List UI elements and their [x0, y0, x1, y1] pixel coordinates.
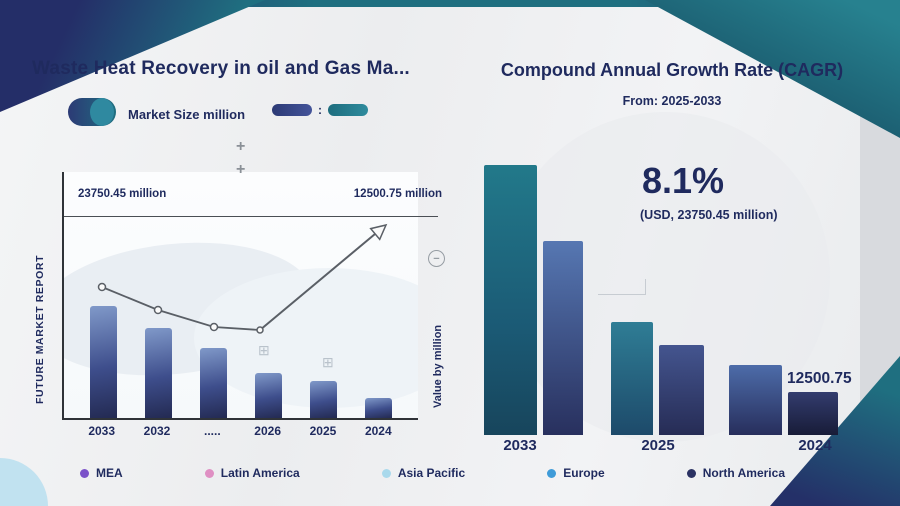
- right-bar-group-2033: [484, 165, 583, 435]
- left-x-label: .....: [203, 424, 221, 438]
- right-bar-2024-series-2: [788, 392, 838, 435]
- annotation-max-value: 23750.45 million: [78, 188, 167, 200]
- left-bar-column: [186, 218, 241, 418]
- left-bar-2033: [90, 306, 117, 418]
- cagr-value: 8.1%: [642, 160, 725, 201]
- right-bar-annotation: 12500.75: [787, 370, 852, 387]
- right-chart-subtitle: From: 2025-2033: [622, 94, 722, 108]
- minus-circle-icon: −: [428, 250, 445, 267]
- legend-label: MEA: [96, 466, 123, 480]
- legend-dot: [547, 468, 557, 478]
- legend-label: Europe: [563, 466, 605, 480]
- right-bar-2033-series-1: [484, 165, 537, 435]
- decor-bottom-left-shape: [0, 458, 48, 506]
- left-bar-column: [76, 218, 131, 418]
- decor-step-line: [598, 279, 646, 295]
- left-bars: [64, 218, 418, 418]
- left-bar-column: [351, 218, 406, 418]
- decor-top-strip: [0, 0, 900, 7]
- left-chart-plot-area: [64, 172, 418, 418]
- legend-item-asia-pacific: Asia Pacific: [381, 466, 466, 480]
- left-bar-column: [296, 218, 351, 418]
- legend-item-latin-america: Latin America: [204, 466, 300, 480]
- left-bar-2025: [310, 381, 337, 418]
- left-x-label: 2033: [88, 424, 116, 438]
- plus-icon: +: [236, 138, 246, 155]
- grid-icon: ⊞: [258, 342, 270, 358]
- legend-item-europe: Europe: [547, 466, 605, 480]
- annotation-min-value: 12500.75 million: [353, 188, 442, 200]
- legend-label: North America: [702, 466, 785, 480]
- left-bar-.....: [200, 348, 227, 418]
- left-bar-2024: [365, 398, 392, 418]
- left-x-label: 2025: [309, 424, 337, 438]
- pill-teal: [328, 104, 368, 116]
- right-bar-2025-series-1: [611, 322, 653, 435]
- left-chart-title: Waste Heat Recovery in oil and Gas Ma...: [32, 58, 410, 79]
- grid-icon: ⊞: [322, 354, 334, 370]
- cagr-note: (USD, 23750.45 million): [640, 208, 778, 222]
- market-size-label: Market Size million: [128, 107, 246, 122]
- right-chart-title: Compound Annual Growth Rate (CAGR): [500, 60, 844, 80]
- left-bar-2032: [145, 328, 172, 418]
- right-x-label-2024: 2024: [798, 437, 832, 454]
- legend-item-mea: MEA: [80, 466, 123, 480]
- right-bar-group-2025: [611, 322, 704, 435]
- right-bar-2025-series-2: [659, 345, 704, 435]
- legend-dot: [204, 468, 214, 478]
- left-bar-column: [241, 218, 296, 418]
- legend-dot: [80, 468, 89, 478]
- left-y-axis-label: FUTURE MARKET REPORT: [34, 254, 46, 404]
- plus-icon: +: [236, 161, 246, 178]
- right-x-label-2025: 2025: [641, 437, 675, 454]
- left-x-label: 2032: [143, 424, 171, 438]
- left-x-axis-labels: 2033 2032..... 2026 2025 2024: [62, 424, 418, 438]
- legend-dot: [381, 468, 391, 478]
- legend-dot: [686, 468, 696, 478]
- pill-navy: [272, 104, 312, 116]
- decor-pill-markers: :: [272, 103, 368, 117]
- right-bar-2033-series-2: [543, 241, 583, 435]
- right-bar-2024-series-1: [729, 365, 782, 435]
- left-bar-column: [131, 218, 186, 418]
- left-x-label: 2024: [364, 424, 392, 438]
- cylinder-icon: [66, 96, 118, 133]
- right-x-label-2033: 2033: [503, 437, 537, 454]
- left-bar-2026: [255, 373, 282, 418]
- market-size-legend: Market Size million: [66, 96, 245, 133]
- annotation-divider-line: [64, 216, 438, 217]
- legend-label: Asia Pacific: [397, 466, 466, 480]
- value-axis-label: Value by million: [432, 324, 444, 408]
- legend-label: Latin America: [220, 466, 300, 480]
- left-chart-panel: 23750.45 million 12500.75 million: [62, 172, 442, 420]
- legend-item-north-america: North America: [686, 466, 785, 480]
- left-x-label: 2026: [254, 424, 281, 438]
- pill-separator: :: [318, 103, 322, 117]
- right-bar-group-2024: [729, 365, 838, 435]
- region-legend: MEA Latin America Asia Pacific Europe North …: [80, 466, 785, 480]
